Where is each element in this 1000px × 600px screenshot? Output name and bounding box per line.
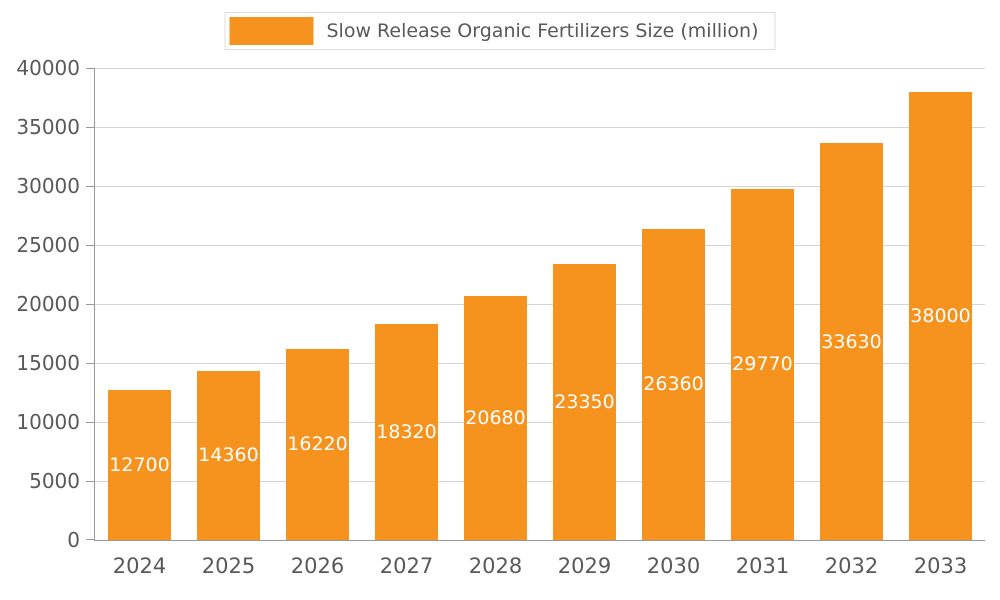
gridline — [95, 68, 985, 69]
bar-value-label: 14360 — [198, 444, 259, 467]
bar-2027: 18320 — [375, 323, 438, 540]
bar-2031: 29770 — [731, 188, 794, 540]
x-axis-tick-label: 2029 — [557, 554, 612, 578]
bar-2028: 20680 — [464, 295, 527, 540]
bar-2033: 38000 — [909, 91, 972, 540]
y-axis-tick-mark — [86, 481, 95, 482]
x-axis-tick-label: 2030 — [646, 554, 701, 578]
legend-title: Slow Release Organic Fertilizers Size (m… — [326, 20, 759, 42]
bar-slot: 23350 — [540, 68, 629, 540]
x-axis-tick-label: 2028 — [468, 554, 523, 578]
y-axis-tick-label: 10000 — [16, 410, 80, 434]
y-axis-tick-mark — [86, 245, 95, 246]
y-axis-tick-mark — [86, 422, 95, 423]
y-axis-tick-label: 35000 — [16, 115, 80, 139]
bar-value-label: 23350 — [554, 391, 615, 414]
bar-value-label: 26360 — [643, 373, 704, 396]
bar-value-label: 20680 — [465, 406, 526, 429]
y-axis-tick-label: 40000 — [16, 56, 80, 80]
bar-value-label: 33630 — [821, 330, 882, 353]
y-axis-tick-label: 5000 — [29, 469, 80, 493]
grid-layer: 0 5000 10000 15000 20000 25000 30000 35000 40000 — [16, 56, 985, 552]
x-axis-tick-label: 2033 — [913, 554, 968, 578]
x-axis-tick-label: 2026 — [290, 554, 345, 578]
bar-value-label: 18320 — [376, 420, 437, 443]
bar-2030: 26360 — [642, 228, 705, 540]
plot-area: 0 5000 10000 15000 20000 25000 30000 35000 40000… — [16, 56, 985, 578]
bar-slot: 29770 — [718, 68, 807, 540]
bar-2025: 14360 — [197, 370, 260, 540]
y-axis-tick-label: 20000 — [16, 292, 80, 316]
gridline — [95, 185, 985, 187]
gridline — [95, 362, 985, 364]
gridline — [95, 126, 985, 128]
x-axis-tick-label: 2032 — [824, 554, 879, 578]
y-axis-tick-mark — [86, 186, 95, 187]
y-axis-tick-mark — [86, 127, 95, 128]
bar-2032: 33630 — [820, 143, 883, 540]
bar-value-label: 12700 — [109, 454, 170, 477]
y-axis-tick-label: 15000 — [16, 351, 80, 375]
chart-legend[interactable]: Slow Release Organic Fertilizers Size (m… — [224, 12, 776, 50]
y-axis-line — [94, 68, 95, 540]
bar-value-label: 38000 — [910, 304, 971, 327]
x-axis-tick-label: 2025 — [201, 554, 256, 578]
gridline — [95, 480, 985, 482]
bar-slot: 16220 — [273, 68, 362, 540]
y-axis-tick-label: 0 — [67, 528, 80, 552]
y-axis-tick-label: 25000 — [16, 233, 80, 257]
bar-slot: 38000 — [896, 68, 985, 540]
bar-value-label: 29770 — [732, 353, 793, 376]
bar-slot: 20680 — [451, 68, 540, 540]
x-axis-tick-label: 2027 — [379, 554, 434, 578]
y-axis-tick-mark — [86, 539, 95, 540]
bar-slot: 33630 — [807, 68, 896, 540]
bars-layer: 12700 14360 16220 18320 20680 23350 26360 29770… — [95, 68, 985, 540]
bar-value-label: 16220 — [287, 433, 348, 456]
y-axis-tick-label: 30000 — [16, 174, 80, 198]
bar-2024: 12700 — [108, 390, 171, 540]
x-axis-line — [94, 540, 985, 541]
gridline — [95, 303, 985, 305]
gridline — [95, 421, 985, 423]
y-axis-tick-mark — [86, 363, 95, 364]
legend-swatch — [229, 17, 314, 45]
y-axis-tick-mark — [86, 304, 95, 305]
bar-slot: 26360 — [629, 68, 718, 540]
bar-slot: 14360 — [184, 68, 273, 540]
gridline — [95, 244, 985, 246]
y-axis-tick-mark — [86, 68, 95, 69]
bar-slot: 18320 — [362, 68, 451, 540]
bar-slot: 12700 — [95, 68, 184, 540]
x-axis-tick-label: 2024 — [112, 554, 167, 578]
bar-2026: 16220 — [286, 348, 349, 540]
x-axis-labels: 2024 2025 2026 2027 2028 2029 2030 2031 2032 2033 — [95, 540, 985, 578]
x-axis-tick-label: 2031 — [735, 554, 790, 578]
bar-2029: 23350 — [553, 264, 616, 540]
